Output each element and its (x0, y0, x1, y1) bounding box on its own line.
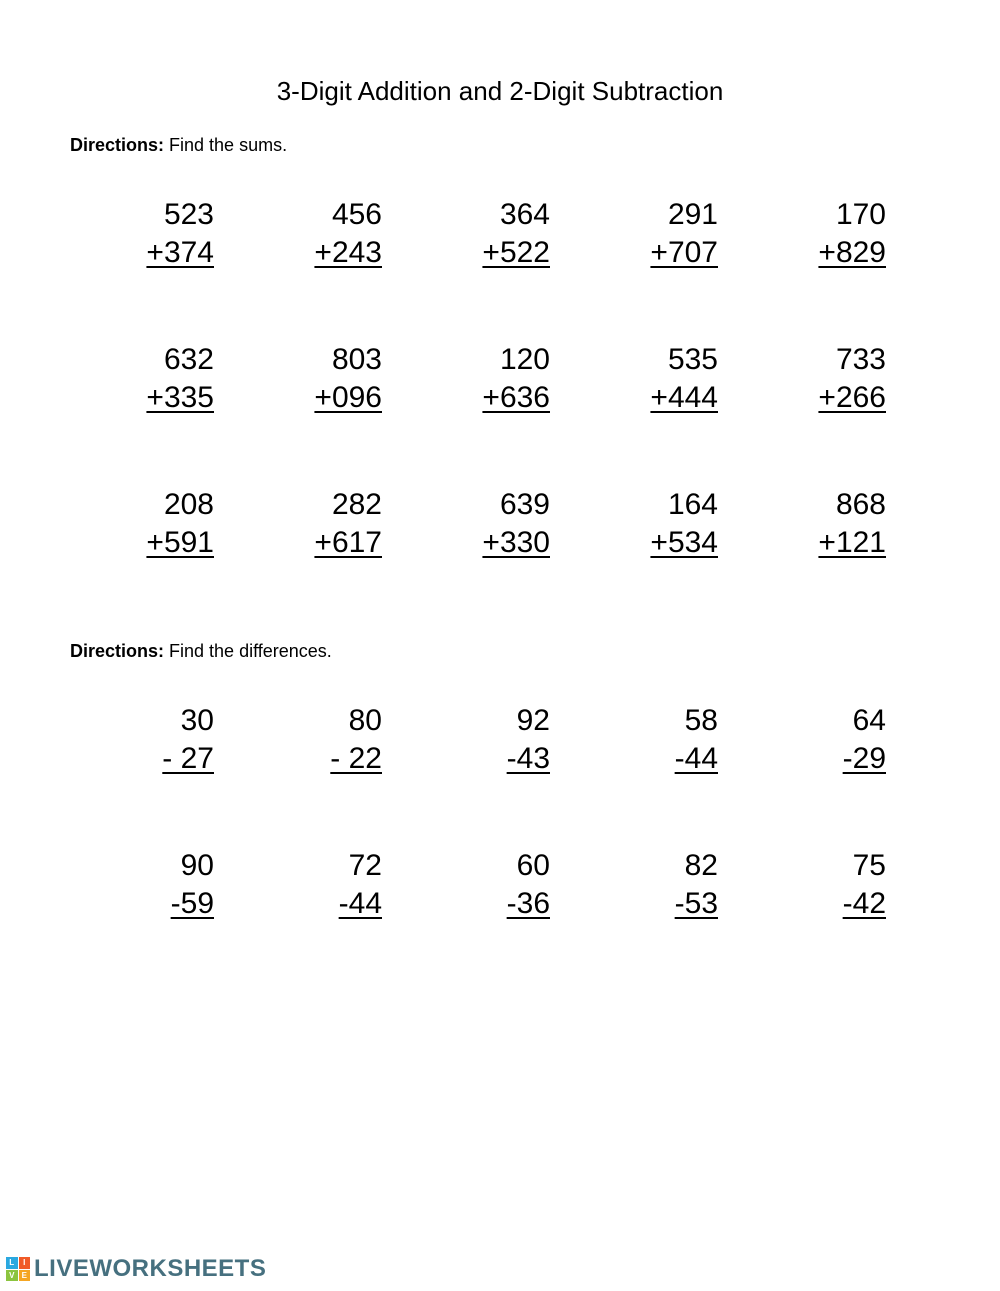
operand-bottom: +096 (282, 379, 382, 417)
operand-bottom: +591 (114, 524, 214, 562)
subtraction-problem: 30- 27 (114, 702, 214, 777)
operand-bottom: -43 (450, 740, 550, 778)
addition-problem: 456+243 (282, 196, 382, 271)
operand-top: 82 (618, 847, 718, 885)
operand-bottom: +335 (114, 379, 214, 417)
operand-top: 523 (114, 196, 214, 234)
operand-bottom: -42 (786, 885, 886, 923)
operand-bottom: -29 (786, 740, 886, 778)
operand-top: 632 (114, 341, 214, 379)
operand-top: 75 (786, 847, 886, 885)
operand-bottom: +522 (450, 234, 550, 272)
watermark-text: LIVEWORKSHEETS (34, 1255, 266, 1283)
operand-top: 291 (618, 196, 718, 234)
operand-top: 456 (282, 196, 382, 234)
operand-bottom: -53 (618, 885, 718, 923)
operand-top: 164 (618, 486, 718, 524)
directions-label: Directions: (70, 135, 164, 155)
operand-top: 868 (786, 486, 886, 524)
operand-bottom: +266 (786, 379, 886, 417)
watermark-badge-cell: V (6, 1270, 18, 1282)
directions-addition: Directions: Find the sums. (70, 135, 930, 156)
addition-problem: 535+444 (618, 341, 718, 416)
operand-top: 72 (282, 847, 382, 885)
directions-label: Directions: (70, 641, 164, 661)
operand-top: 92 (450, 702, 550, 740)
operand-top: 803 (282, 341, 382, 379)
operand-top: 282 (282, 486, 382, 524)
operand-bottom: +707 (618, 234, 718, 272)
operand-top: 60 (450, 847, 550, 885)
subtraction-problem: 92-43 (450, 702, 550, 777)
operand-bottom: +243 (282, 234, 382, 272)
operand-bottom: -44 (618, 740, 718, 778)
subtraction-problem: 60-36 (450, 847, 550, 922)
addition-problem: 282+617 (282, 486, 382, 561)
subtraction-problem: 90-59 (114, 847, 214, 922)
subtraction-grid: 30- 2780- 2292-4358-4464-2990-5972-4460-… (70, 702, 930, 922)
operand-top: 170 (786, 196, 886, 234)
addition-problem: 632+335 (114, 341, 214, 416)
operand-top: 208 (114, 486, 214, 524)
watermark-badge-cell: E (19, 1270, 31, 1282)
addition-problem: 803+096 (282, 341, 382, 416)
operand-bottom: +444 (618, 379, 718, 417)
operand-bottom: - 22 (282, 740, 382, 778)
page-title: 3-Digit Addition and 2-Digit Subtraction (70, 76, 930, 107)
addition-problem: 523+374 (114, 196, 214, 271)
subtraction-problem: 58-44 (618, 702, 718, 777)
watermark-badge-cell: L (6, 1257, 18, 1269)
operand-bottom: +534 (618, 524, 718, 562)
operand-top: 58 (618, 702, 718, 740)
subtraction-problem: 80- 22 (282, 702, 382, 777)
operand-bottom: +636 (450, 379, 550, 417)
operand-top: 90 (114, 847, 214, 885)
watermark: LIVE LIVEWORKSHEETS (6, 1255, 266, 1283)
directions-text: Find the differences. (164, 641, 332, 661)
directions-subtraction: Directions: Find the differences. (70, 641, 930, 662)
addition-problem: 868+121 (786, 486, 886, 561)
operand-top: 733 (786, 341, 886, 379)
operand-bottom: +330 (450, 524, 550, 562)
operand-top: 64 (786, 702, 886, 740)
addition-grid: 523+374456+243364+522291+707170+829632+3… (70, 196, 930, 561)
operand-bottom: +829 (786, 234, 886, 272)
addition-problem: 120+636 (450, 341, 550, 416)
watermark-badge: LIVE (6, 1257, 30, 1281)
operand-bottom: +374 (114, 234, 214, 272)
addition-problem: 364+522 (450, 196, 550, 271)
watermark-badge-cell: I (19, 1257, 31, 1269)
subtraction-problem: 82-53 (618, 847, 718, 922)
operand-top: 120 (450, 341, 550, 379)
subtraction-problem: 72-44 (282, 847, 382, 922)
addition-problem: 733+266 (786, 341, 886, 416)
operand-bottom: +617 (282, 524, 382, 562)
addition-problem: 164+534 (618, 486, 718, 561)
operand-top: 30 (114, 702, 214, 740)
directions-text: Find the sums. (164, 135, 287, 155)
operand-bottom: +121 (786, 524, 886, 562)
operand-top: 364 (450, 196, 550, 234)
subtraction-problem: 64-29 (786, 702, 886, 777)
subtraction-problem: 75-42 (786, 847, 886, 922)
addition-problem: 639+330 (450, 486, 550, 561)
operand-bottom: -59 (114, 885, 214, 923)
operand-top: 639 (450, 486, 550, 524)
operand-bottom: -36 (450, 885, 550, 923)
operand-bottom: -44 (282, 885, 382, 923)
operand-top: 80 (282, 702, 382, 740)
addition-problem: 170+829 (786, 196, 886, 271)
operand-bottom: - 27 (114, 740, 214, 778)
addition-problem: 291+707 (618, 196, 718, 271)
addition-problem: 208+591 (114, 486, 214, 561)
operand-top: 535 (618, 341, 718, 379)
